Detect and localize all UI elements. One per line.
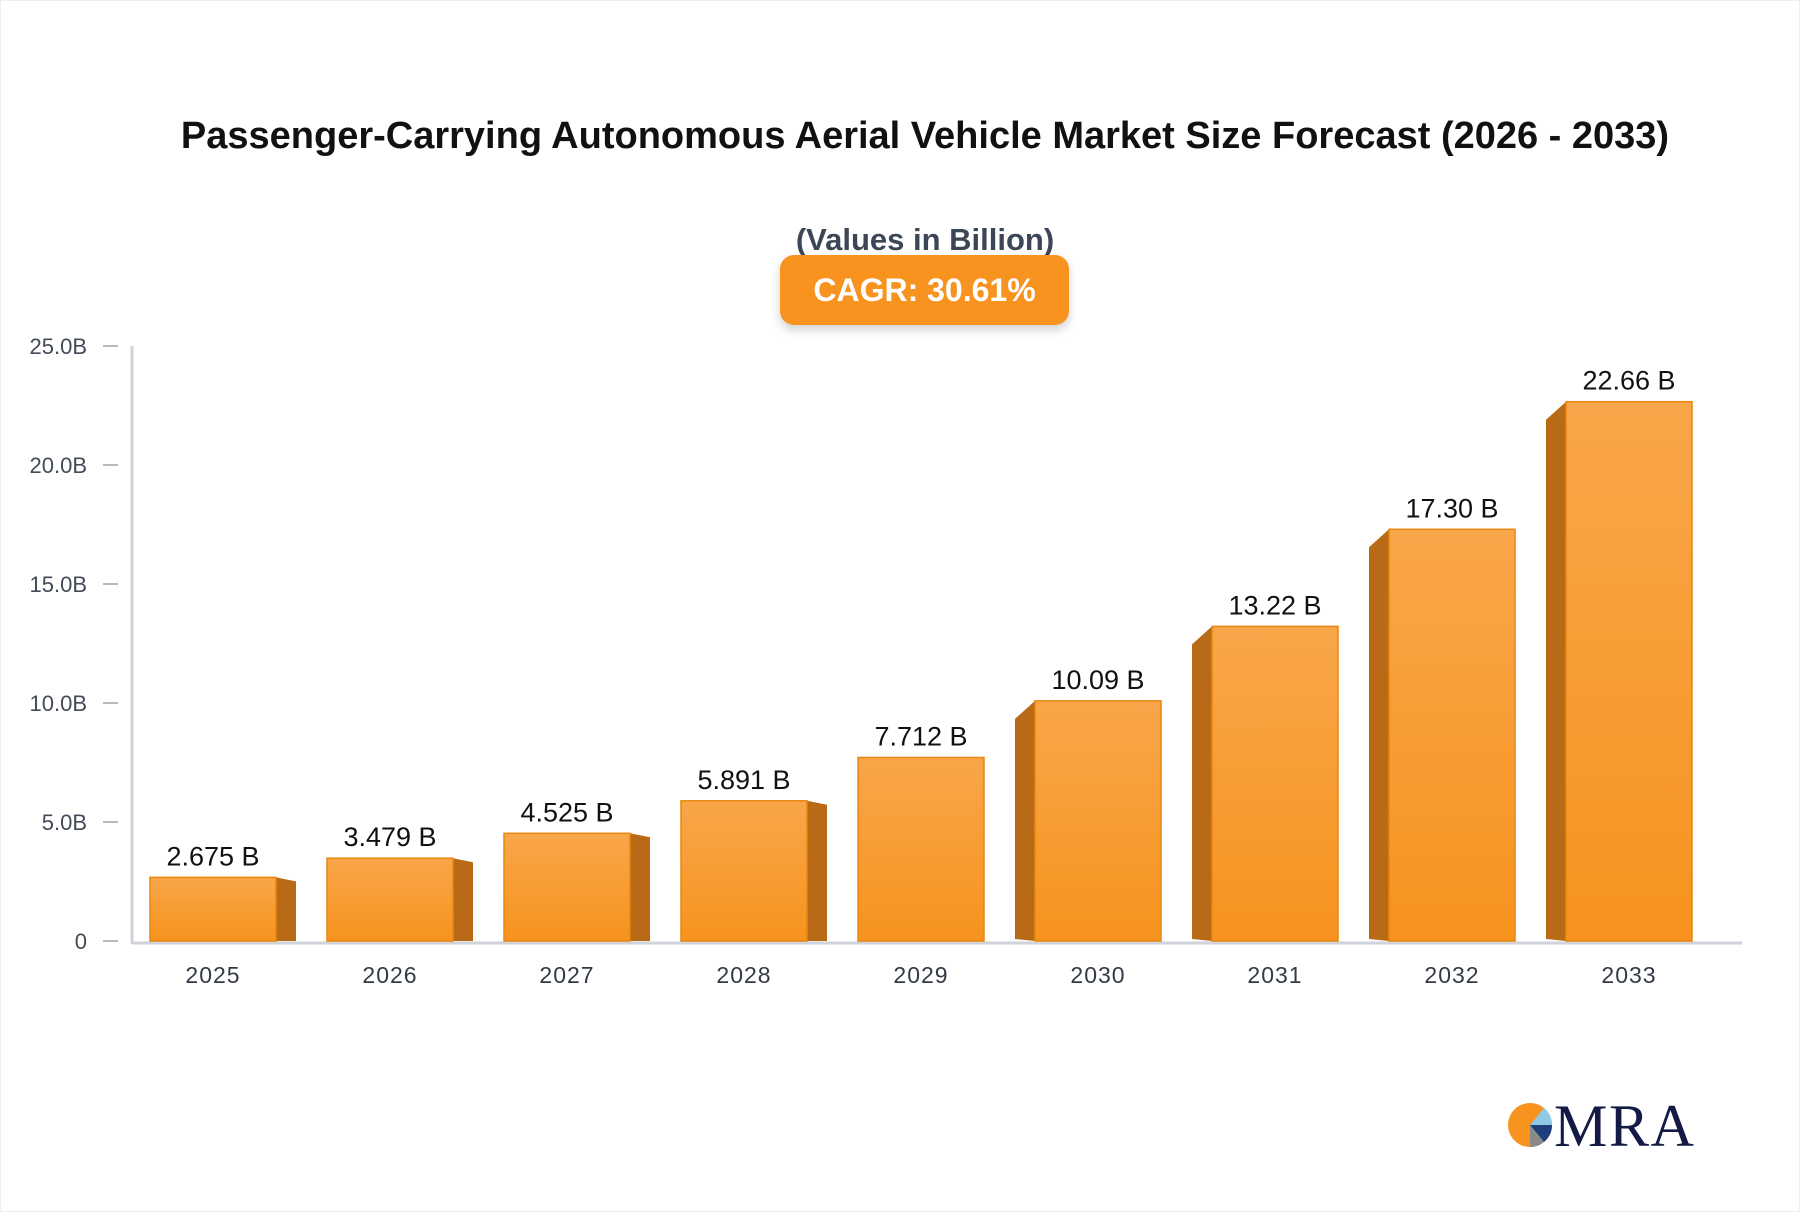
data-label: 7.712 B — [874, 721, 967, 751]
x-tick-label: 2033 — [1601, 962, 1656, 988]
bar — [680, 800, 808, 942]
bar-side — [630, 833, 650, 941]
y-tick-label: 10.0B — [30, 691, 88, 716]
cagr-badge: CAGR: 30.61% — [780, 255, 1069, 325]
bar-side — [1192, 626, 1212, 941]
y-tick-label: 0 — [75, 929, 87, 954]
bar — [503, 832, 631, 942]
bar-side — [1369, 529, 1389, 941]
x-tick-label: 2031 — [1247, 962, 1302, 988]
y-tick-label: 25.0B — [30, 334, 88, 359]
data-label: 4.525 B — [520, 797, 613, 827]
bar-side — [453, 858, 473, 941]
x-tick-label: 2028 — [716, 962, 771, 988]
y-tick-label: 15.0B — [30, 572, 88, 597]
bar — [1034, 700, 1162, 942]
mra-logo: MRA — [1508, 1093, 1694, 1154]
y-tick-label: 5.0B — [42, 810, 87, 835]
bar — [326, 857, 454, 942]
bar — [857, 756, 985, 942]
y-tick-label: 20.0B — [30, 453, 88, 478]
x-tick-label: 2032 — [1424, 962, 1479, 988]
bar-side — [1546, 401, 1566, 941]
chart-title: Passenger-Carrying Autonomous Aerial Veh… — [180, 115, 1670, 157]
bar — [1211, 625, 1339, 942]
x-tick-label: 2029 — [893, 962, 948, 988]
bar-side — [807, 800, 827, 941]
data-label: 3.479 B — [343, 822, 436, 852]
x-tick-label: 2025 — [185, 962, 240, 988]
svg-text:MRA: MRA — [1554, 1093, 1694, 1154]
data-label: 5.891 B — [697, 765, 790, 795]
bar — [149, 876, 277, 942]
data-label: 22.66 B — [1582, 366, 1675, 396]
data-label: 2.675 B — [166, 841, 259, 871]
bar-side — [276, 877, 296, 941]
x-tick-label: 2030 — [1070, 962, 1125, 988]
bar-side — [1015, 700, 1035, 941]
data-label: 10.09 B — [1051, 665, 1144, 695]
chart-subtitle: (Values in Billion) — [795, 222, 1055, 257]
data-label: 13.22 B — [1228, 590, 1321, 620]
x-tick-label: 2027 — [539, 962, 594, 988]
x-tick-label: 2026 — [362, 962, 417, 988]
bar — [1388, 528, 1516, 942]
bar — [1565, 400, 1693, 942]
data-label: 17.30 B — [1405, 493, 1498, 523]
